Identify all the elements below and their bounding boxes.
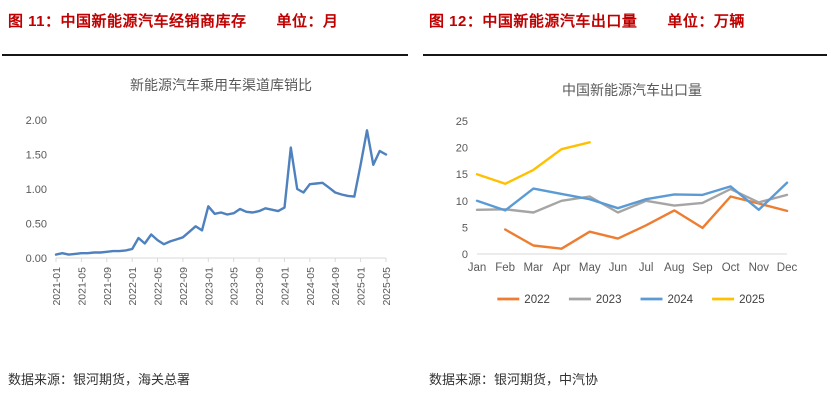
figure-11-divider bbox=[2, 54, 408, 56]
svg-text:10: 10 bbox=[456, 196, 468, 208]
svg-text:Jan: Jan bbox=[468, 262, 487, 274]
svg-text:2022-05: 2022-05 bbox=[153, 267, 165, 306]
svg-text:15: 15 bbox=[456, 169, 468, 181]
svg-text:1.50: 1.50 bbox=[26, 150, 47, 162]
svg-text:5: 5 bbox=[462, 222, 468, 234]
svg-text:Jul: Jul bbox=[639, 262, 654, 274]
figure-11-source: 数据来源：银河期货，海关总署 bbox=[8, 372, 191, 387]
y-axis-labels: 0 5 10 15 20 25 bbox=[456, 116, 468, 261]
series-line-2022 bbox=[504, 195, 789, 250]
svg-text:2024-09: 2024-09 bbox=[330, 267, 342, 306]
chart-title: 新能源汽车乘用车渠道库销比 bbox=[130, 77, 312, 93]
inventory-ratio-line-chart: 新能源汽车乘用车渠道库销比 0.00 0.50 1.00 1.50 2.00 2021-01… bbox=[26, 77, 393, 306]
svg-text:Dec: Dec bbox=[777, 262, 798, 274]
svg-text:25: 25 bbox=[456, 116, 468, 128]
figure-12-header: 图 12：中国新能源汽车出口量 单位：万辆 bbox=[429, 10, 745, 31]
svg-text:2023-09: 2023-09 bbox=[254, 267, 266, 306]
svg-text:2021-01: 2021-01 bbox=[51, 267, 63, 306]
figure-11-title: 图 11：中国新能源汽车经销商库存 bbox=[8, 13, 247, 30]
svg-text:20: 20 bbox=[456, 143, 468, 155]
figure-11-unit: 单位：月 bbox=[276, 13, 339, 30]
svg-text:0.50: 0.50 bbox=[26, 219, 47, 231]
svg-text:2022-09: 2022-09 bbox=[178, 267, 190, 306]
svg-text:Sep: Sep bbox=[692, 262, 712, 274]
chart-legend: 2022 2023 2024 2025 bbox=[497, 294, 765, 306]
svg-text:2024-05: 2024-05 bbox=[305, 267, 317, 306]
chart-title: 中国新能源汽车出口量 bbox=[562, 82, 702, 98]
svg-text:1.00: 1.00 bbox=[26, 184, 47, 196]
svg-text:2022-01: 2022-01 bbox=[127, 267, 139, 306]
series-line-2025 bbox=[475, 141, 591, 185]
figure-12-title: 图 12：中国新能源汽车出口量 bbox=[429, 13, 638, 30]
legend-label-2022: 2022 bbox=[524, 294, 550, 306]
svg-text:2024-01: 2024-01 bbox=[279, 267, 291, 306]
figure-12-divider bbox=[423, 54, 827, 56]
svg-text:Mar: Mar bbox=[523, 262, 543, 274]
figure-11-header: 图 11：中国新能源汽车经销商库存 单位：月 bbox=[8, 10, 339, 31]
legend-label-2023: 2023 bbox=[596, 294, 622, 306]
svg-text:0: 0 bbox=[462, 249, 468, 261]
figure-11-panel: 图 11：中国新能源汽车经销商库存 单位：月 新能源汽车乘用车渠道库销比 0.00 0… bbox=[0, 0, 412, 401]
svg-text:0.00: 0.00 bbox=[26, 253, 47, 265]
svg-text:2023-01: 2023-01 bbox=[203, 267, 215, 306]
svg-text:Aug: Aug bbox=[664, 262, 684, 274]
svg-text:Oct: Oct bbox=[722, 262, 741, 274]
svg-text:2021-05: 2021-05 bbox=[76, 267, 88, 306]
svg-text:Jun: Jun bbox=[609, 262, 628, 274]
x-axis-labels: 2021-01 2021-05 2021-09 2022-01 2022-05 2022-… bbox=[51, 258, 393, 306]
svg-text:Feb: Feb bbox=[495, 262, 515, 274]
svg-text:2.00: 2.00 bbox=[26, 115, 47, 127]
svg-text:2023-05: 2023-05 bbox=[229, 267, 241, 306]
x-axis-labels: Jan Feb Mar Apr May Jun Jul Aug Sep Oct Nov Dec bbox=[468, 262, 798, 274]
svg-text:2025-01: 2025-01 bbox=[356, 267, 368, 306]
figure-12-unit: 单位：万辆 bbox=[667, 13, 745, 30]
series-line-渠道库销比 bbox=[54, 129, 388, 256]
svg-text:Nov: Nov bbox=[749, 262, 770, 274]
legend-label-2025: 2025 bbox=[739, 294, 765, 306]
figure-12-source: 数据来源：银河期货，中汽协 bbox=[429, 372, 599, 387]
figure-12-panel: 图 12：中国新能源汽车出口量 单位：万辆 中国新能源汽车出口量 0 5 10 15 20 2… bbox=[421, 0, 831, 401]
series-line-2024 bbox=[475, 181, 789, 212]
y-axis-labels: 0.00 0.50 1.00 1.50 2.00 bbox=[26, 115, 47, 265]
svg-text:May: May bbox=[579, 262, 601, 274]
svg-text:2025-05: 2025-05 bbox=[381, 267, 393, 306]
legend-label-2024: 2024 bbox=[668, 294, 694, 306]
series-line-2023 bbox=[475, 187, 789, 214]
svg-text:2021-09: 2021-09 bbox=[102, 267, 114, 306]
svg-text:Apr: Apr bbox=[553, 262, 571, 274]
